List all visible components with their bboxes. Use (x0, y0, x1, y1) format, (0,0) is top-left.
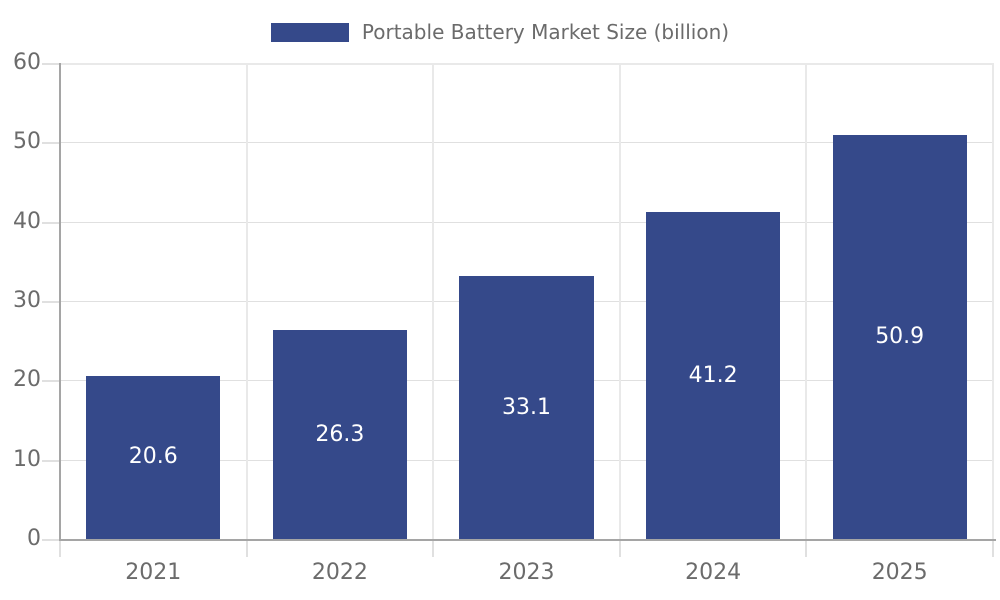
bar-2021 (86, 375, 221, 539)
y-axis-tick (42, 221, 60, 224)
y-axis-tick (42, 539, 60, 541)
x-axis-tick (992, 539, 994, 557)
gridline-vertical (245, 63, 248, 539)
y-tick-label: 10 (13, 446, 41, 472)
y-axis-tick (42, 380, 60, 383)
x-tick-label: 2025 (871, 560, 928, 585)
y-axis-tick (42, 301, 60, 303)
bar-2022 (272, 330, 408, 539)
y-tick-label: 50 (13, 129, 41, 155)
x-tick-label: 2024 (685, 560, 742, 585)
bar-value-label: 50.9 (875, 324, 925, 350)
gridline-vertical (432, 63, 435, 539)
gridline-horizontal (60, 142, 993, 144)
bar-value-label: 20.6 (128, 444, 178, 470)
legend-label: Portable Battery Market Size (billion) (361, 20, 730, 44)
y-tick-label: 30 (13, 288, 41, 313)
x-tick-label: 2021 (125, 560, 182, 585)
gridline-vertical (618, 63, 621, 539)
y-axis-tick (42, 63, 60, 65)
bar-2025 (832, 135, 967, 539)
legend-swatch (270, 22, 349, 42)
plot-border-top (60, 63, 994, 65)
x-axis-tick (59, 539, 61, 557)
bar-value-label: 33.1 (502, 394, 551, 420)
x-axis-tick (245, 539, 248, 557)
y-axis-tick (42, 459, 60, 462)
legend: Portable Battery Market Size (billion) (0, 20, 1000, 44)
legend-item[interactable]: Portable Battery Market Size (billion) (270, 20, 730, 44)
bar-2023 (459, 276, 594, 539)
bar-value-label: 41.2 (688, 362, 738, 388)
gridline-vertical (805, 63, 808, 539)
bar-2024 (645, 212, 781, 539)
x-axis-tick (432, 539, 435, 557)
y-tick-label: 60 (13, 50, 41, 75)
y-tick-label: 20 (13, 367, 41, 393)
y-tick-label: 0 (27, 526, 41, 551)
x-tick-label: 2023 (498, 560, 555, 585)
x-axis-tick (618, 539, 621, 557)
y-tick-label: 40 (13, 208, 41, 234)
gridline-horizontal (60, 221, 993, 223)
x-axis-tick (805, 539, 808, 557)
y-axis-line (59, 63, 61, 539)
plot-border-right (992, 63, 994, 539)
bar-value-label: 26.3 (315, 421, 365, 447)
x-tick-label: 2022 (311, 560, 368, 585)
x-axis-line (59, 539, 996, 541)
y-axis-tick (42, 142, 60, 145)
